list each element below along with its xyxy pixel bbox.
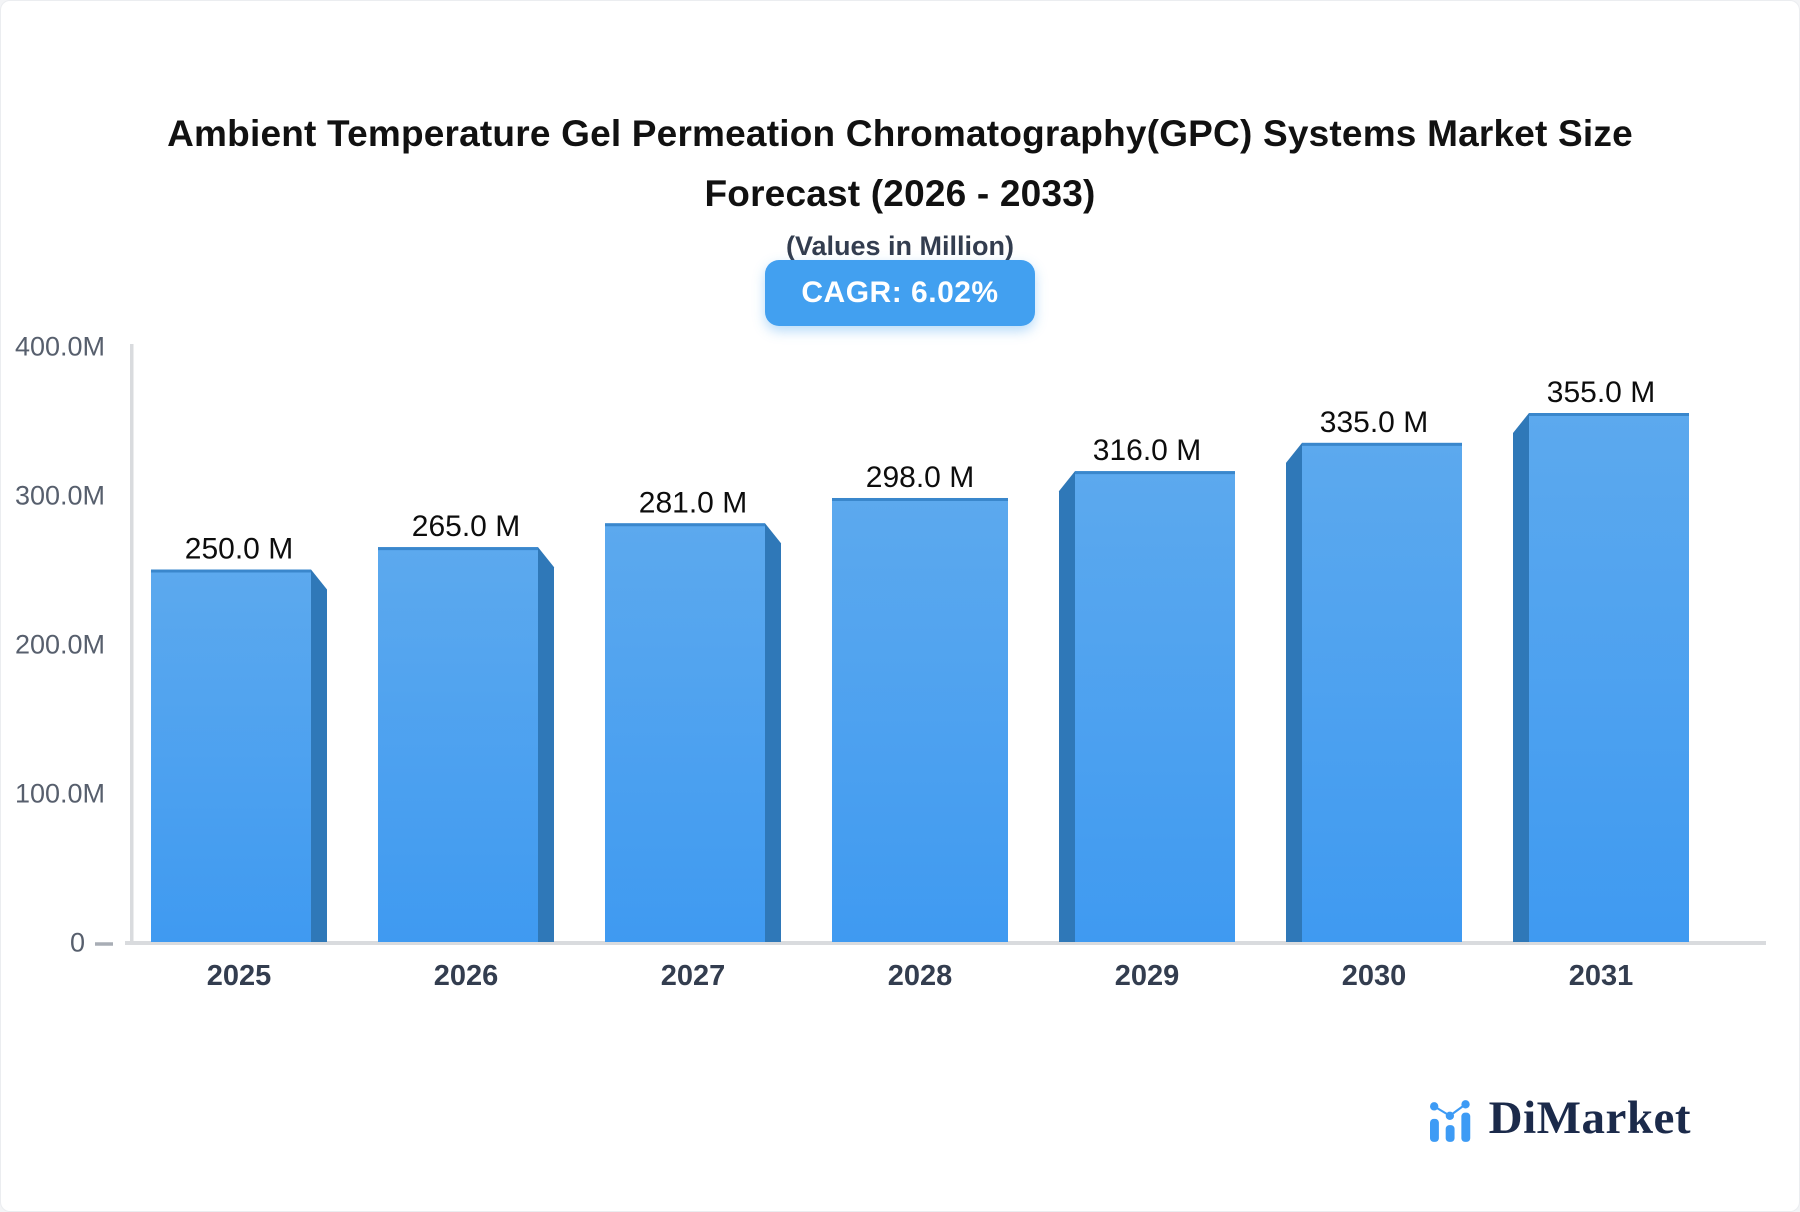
bars-group: 250.0 M 265.0 M 281.0 M 298.0 M 316.0 M 335.0… [151, 376, 1689, 942]
bar-2025[interactable] [151, 569, 327, 943]
dimarket-logo-icon [1429, 1100, 1470, 1142]
dimarket-logo-text: DiMarket [1488, 1092, 1691, 1144]
x-axis-label-2031: 2031 [1569, 960, 1634, 992]
x-axis-label-2025: 2025 [207, 960, 272, 992]
bar-value-label-2027: 281.0 M [639, 486, 747, 519]
x-axis-label-2027: 2027 [661, 960, 726, 992]
y-axis-tick-0: 0 [70, 928, 85, 958]
cagr-badge-row: CAGR: 6.02% [1, 260, 1799, 326]
bar-2026[interactable] [378, 547, 554, 942]
chart-title-line2: Forecast (2026 - 2033) [704, 173, 1096, 214]
cagr-badge: CAGR: 6.02% [765, 260, 1035, 326]
bar-main-face [1529, 413, 1689, 942]
bar-side-face [538, 547, 554, 942]
bar-side-face [311, 569, 327, 942]
bar-value-label-2030: 335.0 M [1320, 406, 1428, 439]
bar-2028[interactable] [832, 497, 1008, 942]
bar-main-face [605, 523, 765, 942]
bar-main-face [832, 497, 1008, 942]
x-axis-label-2029: 2029 [1115, 960, 1180, 992]
y-axis-tick-300.0M: 300.0M [15, 481, 105, 511]
bar-2031[interactable] [1513, 413, 1689, 942]
bar-value-label-2029: 316.0 M [1093, 434, 1201, 467]
chart-title-line1: Ambient Temperature Gel Permeation Chrom… [167, 113, 1633, 154]
bar-2030[interactable] [1286, 442, 1462, 942]
bar-side-face [1059, 471, 1075, 942]
y-axis-tick-100.0M: 100.0M [15, 779, 105, 809]
dimarket-logo: DiMarket [1429, 1092, 1691, 1144]
y-axis: 400.0M 300.0M 200.0M 100.0M 0 [15, 332, 1766, 958]
bar-value-label-2028: 298.0 M [866, 461, 974, 494]
x-axis: 2025 2026 2027 2028 2029 2030 2031 [207, 960, 1634, 992]
bar-side-face [765, 523, 781, 942]
chart-subtitle: (Values in Million) [785, 231, 1015, 261]
bar-value-label-2026: 265.0 M [412, 510, 520, 543]
bar-main-face [1075, 471, 1235, 942]
bar-main-face [378, 547, 538, 942]
x-axis-label-2026: 2026 [434, 960, 499, 992]
bar-side-face [1286, 442, 1302, 942]
bar-main-face [1302, 442, 1462, 942]
x-axis-label-2030: 2030 [1342, 960, 1407, 992]
x-axis-label-2028: 2028 [888, 960, 953, 992]
bar-value-label-2025: 250.0 M [185, 533, 293, 566]
chart-title: Ambient Temperature Gel Permeation Chrom… [1, 104, 1799, 224]
y-axis-tick-200.0M: 200.0M [15, 630, 105, 660]
x-axis-baseline [125, 941, 1766, 945]
bar-side-face [1513, 413, 1529, 942]
y-axis-tick-400.0M: 400.0M [15, 332, 105, 362]
bar-2027[interactable] [605, 523, 781, 942]
y-axis-line [130, 344, 134, 945]
bar-value-label-2031: 355.0 M [1547, 376, 1655, 409]
bar-main-face [151, 569, 311, 942]
bar-2029[interactable] [1059, 471, 1235, 942]
